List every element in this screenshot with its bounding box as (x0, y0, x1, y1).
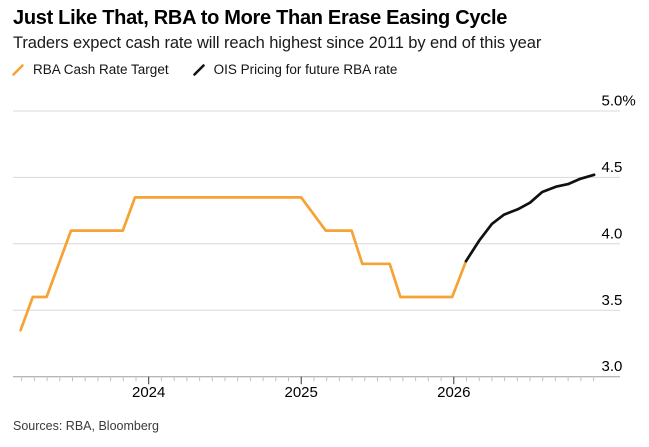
legend-label-rba-cash-rate: RBA Cash Rate Target (33, 62, 169, 77)
svg-text:2025: 2025 (285, 384, 318, 401)
orange-line-swatch-icon (12, 63, 24, 76)
svg-text:4.0: 4.0 (602, 225, 623, 242)
chart-legend: RBA Cash Rate Target OIS Pricing for fut… (12, 62, 397, 77)
svg-text:4.5: 4.5 (602, 159, 623, 176)
rate-line-chart-plot-area: 5.0% 4.5 4.0 3.5 3.0 2024 2025 2026 (13, 95, 636, 401)
legend-item-rba-cash-rate: RBA Cash Rate Target (12, 62, 169, 77)
legend-label-ois-pricing: OIS Pricing for future RBA rate (213, 62, 398, 77)
svg-text:2026: 2026 (437, 384, 470, 401)
legend-item-ois-pricing: OIS Pricing for future RBA rate (192, 62, 398, 77)
svg-text:3.0: 3.0 (602, 358, 623, 375)
svg-text:5.0%: 5.0% (602, 95, 636, 110)
sources-note: Sources: RBA, Bloomberg (13, 419, 159, 433)
svg-text:3.5: 3.5 (602, 292, 623, 309)
chart-subtitle: Traders expect cash rate will reach high… (13, 34, 542, 52)
page-title: Just Like That, RBA to More Than Erase E… (13, 7, 508, 29)
svg-text:2024: 2024 (132, 384, 165, 401)
black-line-swatch-icon (192, 63, 205, 76)
